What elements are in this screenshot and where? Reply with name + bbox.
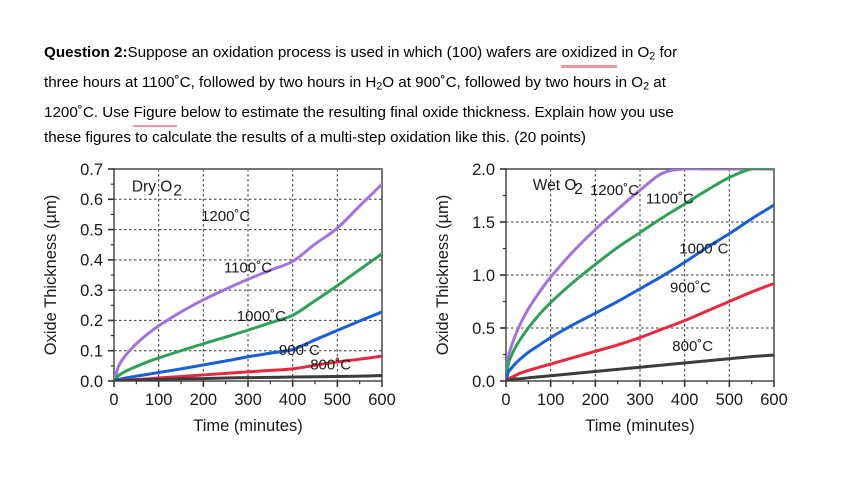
question-line-2: three hours at 1100˚C, followed by two h… — [44, 70, 810, 100]
highlight-oxidized: oxidized — [561, 40, 617, 67]
tick-labels: 0 100 200 300 400 500 600 0.0 0.5 1.0 1.5 2.0 — [472, 161, 788, 409]
xtick-label: 500 — [716, 391, 744, 409]
series-curve-800 — [114, 374, 382, 381]
ytick-label: 1.0 — [472, 267, 495, 285]
ytick-label: 0.7 — [80, 161, 103, 179]
series-curve-900 — [506, 281, 774, 381]
gas-label: Dry O — [132, 179, 172, 196]
question-line3-part-b: below to estimate the resulting final ox… — [176, 103, 674, 121]
ytick-label: 0.5 — [80, 221, 103, 239]
series-label-1100: 1100˚C — [646, 191, 694, 208]
question-line-1: Question 2:Suppose an oxidation process … — [44, 40, 810, 70]
xtick-label: 200 — [190, 391, 218, 409]
series-label-1000: 1000˚C — [237, 308, 286, 325]
xtick-label: 100 — [145, 391, 173, 409]
axis-ticks — [108, 168, 383, 387]
gas-label-group: Wet O2 — [533, 177, 583, 198]
ytick-label: 0.5 — [472, 320, 495, 338]
series-label-900: 900˚C — [279, 342, 320, 359]
xtick-label: 600 — [760, 391, 788, 409]
xtick-label: 100 — [537, 391, 565, 409]
axis-ticks — [500, 168, 775, 387]
question-label: Question 2: — [44, 44, 128, 61]
ytick-label: 2.0 — [472, 161, 495, 179]
ytick-label: 0.0 — [80, 373, 103, 391]
question-line-3: 1200˚C. Use Figure below to estimate the… — [44, 100, 810, 127]
ytick-label: 0.0 — [472, 373, 495, 391]
tick-labels: 0 100 200 300 400 500 600 0.0 0.1 0.2 0.3 0.4 0.5 0.6… — [80, 161, 396, 409]
highlight-figure: Figure — [133, 100, 177, 127]
series-label-800: 800˚C — [310, 356, 351, 373]
question-line1-part-a: Suppose an oxidation process is used in … — [127, 44, 562, 61]
xtick-label: 600 — [368, 391, 396, 409]
series-label-1200: 1200˚C — [201, 208, 250, 225]
series-curve-1000 — [114, 310, 382, 381]
question-line2-part-a: three hours at 1100˚C, followed by two h… — [44, 73, 377, 91]
series-label-1200: 1200˚C — [590, 182, 639, 199]
series-curve-1200 — [506, 169, 774, 381]
xtick-label: 0 — [109, 391, 118, 409]
question-line2-part-c: at — [649, 73, 666, 91]
xtick-label: 300 — [234, 391, 262, 409]
series-curve-1100 — [506, 169, 774, 381]
xtick-label: 400 — [671, 391, 699, 409]
question-line1-part-c: for — [655, 44, 678, 61]
ytick-label: 0.4 — [80, 252, 103, 270]
question-line3-part-a: 1200˚C. Use — [44, 103, 134, 121]
xtick-label: 0 — [501, 391, 510, 409]
x-axis-title: Time (minutes) — [193, 417, 302, 435]
series-label-900: 900˚C — [670, 280, 711, 297]
series-curve-1200 — [114, 182, 382, 381]
question-line2-part-b: O at 900˚C, followed by two hours in O — [382, 73, 644, 91]
gas-label-subscript: 2 — [173, 183, 182, 200]
series-label-800: 800˚C — [672, 338, 713, 355]
question-line1-part-b: in O — [617, 44, 650, 61]
chart-dry-svg: 0 100 200 300 400 500 600 0.0 0.1 0.2 0.3 0.4 0.5 0.6… — [42, 161, 396, 435]
gas-label-subscript: 2 — [574, 181, 583, 198]
x-axis-title: Time (minutes) — [585, 417, 694, 435]
series-curve-1100 — [114, 252, 382, 381]
series-label-1100: 1100˚C — [224, 259, 272, 276]
chart-dry-oxygen: 0 100 200 300 400 500 600 0.0 0.1 0.2 0.3 0.4 0.5 0.6… — [36, 150, 436, 450]
xtick-label: 500 — [324, 391, 352, 409]
question-line2-subscript-2: 2 — [643, 80, 650, 93]
series-label-1000: 1000˚C — [679, 241, 728, 258]
series-labels: 1200˚C 1100˚C 1000˚C 900˚C 800˚C — [590, 182, 729, 355]
question-text-block: Question 2:Suppose an oxidation process … — [44, 40, 810, 151]
ytick-label: 0.1 — [80, 343, 103, 361]
series-group — [114, 182, 382, 381]
ytick-label: 1.5 — [472, 214, 495, 232]
xtick-label: 400 — [279, 391, 307, 409]
ytick-label: 0.3 — [80, 282, 103, 300]
question-line1-subscript: 2 — [649, 50, 656, 63]
chart-wet-oxygen: 0 100 200 300 400 500 600 0.0 0.5 1.0 1.5 2.0 Time (… — [428, 150, 828, 450]
xtick-label: 200 — [582, 391, 610, 409]
y-axis-title: Oxide Thickness (µm) — [434, 195, 452, 356]
series-curve-800 — [506, 353, 774, 381]
ytick-label: 0.2 — [80, 312, 103, 330]
gas-label: Wet O — [533, 177, 577, 194]
question-line2-subscript-1: 2 — [376, 80, 383, 93]
chart-wet-svg: 0 100 200 300 400 500 600 0.0 0.5 1.0 1.5 2.0 Time (… — [434, 161, 788, 435]
y-axis-title: Oxide Thickness (µm) — [42, 195, 60, 356]
series-curve-1000 — [506, 203, 774, 381]
xtick-label: 300 — [626, 391, 654, 409]
question-line-4: these figures to calculate the results o… — [44, 125, 810, 151]
series-group — [506, 169, 774, 381]
gridlines — [114, 169, 382, 381]
question-line4-part-a: these figures to calculate the results o… — [44, 129, 586, 147]
ytick-label: 0.6 — [80, 191, 103, 209]
